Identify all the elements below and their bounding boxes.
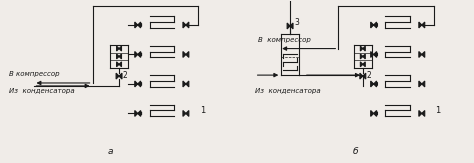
- Polygon shape: [360, 46, 363, 51]
- Polygon shape: [117, 54, 119, 59]
- Polygon shape: [422, 111, 425, 116]
- Polygon shape: [119, 73, 122, 79]
- Polygon shape: [119, 54, 121, 59]
- Text: Из  конденсатора: Из конденсатора: [9, 88, 74, 94]
- Polygon shape: [374, 22, 376, 28]
- Polygon shape: [363, 46, 365, 51]
- Polygon shape: [135, 52, 138, 57]
- Polygon shape: [183, 111, 186, 116]
- Polygon shape: [360, 73, 363, 79]
- Polygon shape: [117, 46, 119, 51]
- Text: 2: 2: [367, 71, 372, 80]
- Polygon shape: [363, 73, 366, 79]
- Polygon shape: [186, 81, 189, 87]
- Text: 1: 1: [200, 106, 205, 115]
- Polygon shape: [287, 23, 290, 29]
- Text: Из  конденсатора: Из конденсатора: [255, 88, 320, 94]
- Polygon shape: [419, 52, 422, 57]
- Polygon shape: [371, 81, 374, 87]
- Polygon shape: [186, 52, 189, 57]
- Polygon shape: [290, 23, 293, 29]
- Polygon shape: [371, 111, 374, 116]
- Polygon shape: [119, 46, 121, 51]
- Text: В компрессор: В компрессор: [9, 71, 60, 77]
- Polygon shape: [374, 111, 376, 116]
- Polygon shape: [371, 22, 374, 28]
- Polygon shape: [117, 62, 119, 67]
- Text: В  компрессор: В компрессор: [258, 37, 310, 43]
- Polygon shape: [422, 81, 425, 87]
- Polygon shape: [119, 62, 121, 67]
- Polygon shape: [138, 111, 141, 116]
- Polygon shape: [422, 22, 425, 28]
- Text: 3: 3: [294, 18, 299, 27]
- Polygon shape: [135, 22, 138, 28]
- Polygon shape: [360, 62, 363, 67]
- Polygon shape: [138, 52, 141, 57]
- Polygon shape: [371, 52, 374, 57]
- Text: 2: 2: [123, 71, 128, 80]
- Polygon shape: [422, 52, 425, 57]
- Polygon shape: [135, 111, 138, 116]
- Polygon shape: [374, 52, 376, 57]
- Text: б: б: [353, 147, 359, 156]
- Polygon shape: [363, 54, 365, 59]
- Polygon shape: [419, 111, 422, 116]
- Polygon shape: [183, 22, 186, 28]
- Polygon shape: [186, 22, 189, 28]
- Polygon shape: [186, 111, 189, 116]
- Polygon shape: [363, 62, 365, 67]
- Polygon shape: [183, 81, 186, 87]
- Polygon shape: [419, 22, 422, 28]
- Polygon shape: [183, 52, 186, 57]
- Polygon shape: [138, 81, 141, 87]
- Polygon shape: [374, 81, 376, 87]
- Polygon shape: [419, 81, 422, 87]
- Polygon shape: [116, 73, 119, 79]
- Polygon shape: [360, 54, 363, 59]
- Polygon shape: [135, 81, 138, 87]
- Text: 1: 1: [436, 106, 441, 115]
- Text: а: а: [108, 147, 113, 156]
- Polygon shape: [138, 22, 141, 28]
